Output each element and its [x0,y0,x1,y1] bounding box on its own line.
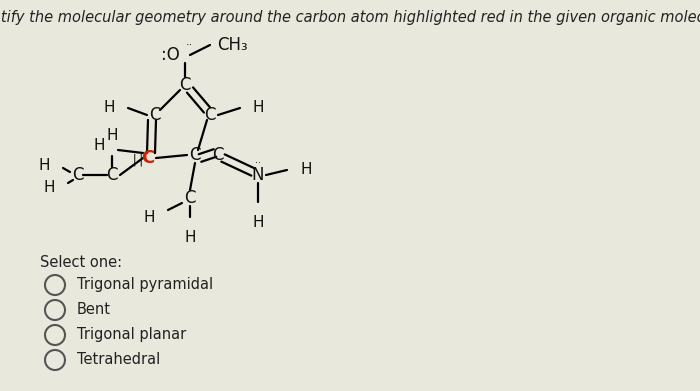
Text: Select one:: Select one: [40,255,122,270]
Text: H: H [184,230,196,245]
Text: Bent: Bent [77,303,111,317]
Text: Trigonal planar: Trigonal planar [77,328,186,343]
Text: ··: ·· [255,158,261,168]
Text: C: C [179,76,190,94]
Text: C: C [106,166,118,184]
Text: Tetrahedral: Tetrahedral [77,353,160,368]
Text: C: C [149,106,161,124]
Text: ||: || [131,154,146,167]
Text: H: H [144,210,155,224]
Text: C: C [72,166,84,184]
Text: H: H [106,128,118,143]
Text: H: H [38,158,50,172]
Text: H: H [104,100,115,115]
Text: :O: :O [161,46,180,64]
Text: H: H [252,215,264,230]
Text: CH₃: CH₃ [217,36,248,54]
Text: C: C [184,189,196,207]
Text: H: H [43,181,55,196]
Text: ··: ·· [186,40,192,50]
Text: H: H [253,100,265,115]
Text: C: C [141,149,155,167]
Text: Trigonal pyramidal: Trigonal pyramidal [77,278,213,292]
Text: C: C [204,106,216,124]
Text: H: H [300,163,312,178]
Text: Identify the molecular geometry around the carbon atom highlighted red in the gi: Identify the molecular geometry around t… [0,10,700,25]
Text: C: C [189,146,201,164]
Text: N: N [252,166,265,184]
Text: H: H [94,138,105,152]
Text: C: C [212,146,224,164]
